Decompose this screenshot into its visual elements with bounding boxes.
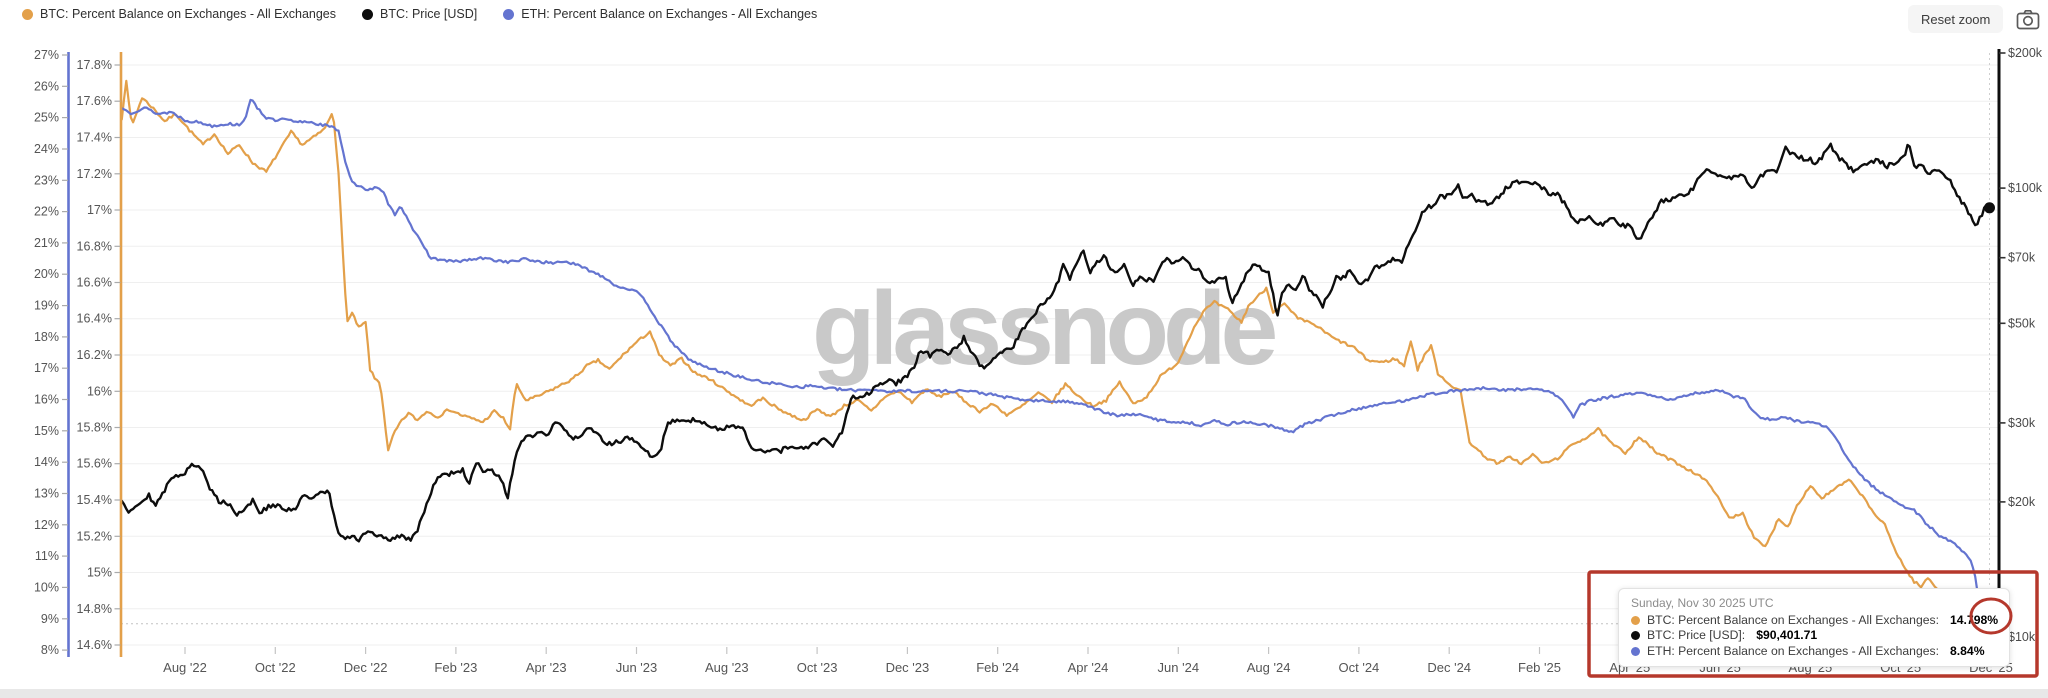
series-line-btc-balance <box>120 79 1991 620</box>
price-axis-tick-label: $50k <box>2008 316 2036 330</box>
btc-balance-axis-tick-label: 16.2% <box>77 348 112 362</box>
eth-axis-tick-label: 14% <box>34 455 59 469</box>
bottom-scrollbar-strip <box>0 689 2048 698</box>
legend-dot-icon <box>362 8 373 20</box>
btc-balance-axis-tick-label: 16.4% <box>77 312 112 326</box>
tooltip-row-label: BTC: Price [USD]: <box>1647 628 1746 643</box>
legend-dot-icon <box>503 8 515 20</box>
tooltip-row-label: BTC: Percent Balance on Exchanges - All … <box>1647 613 1939 627</box>
price-axis-tick-label: $70k <box>2008 251 2036 265</box>
tooltip-series-dot-icon <box>1631 646 1640 656</box>
tooltip-series-dot-icon <box>1631 616 1640 626</box>
btc-balance-axis-tick-label: 15.6% <box>77 457 112 471</box>
legend-item-btc-price[interactable]: BTC: Price [USD] <box>362 7 477 21</box>
eth-axis-tick-label: 26% <box>34 79 59 93</box>
x-axis-tick-label: Aug '22 <box>163 660 207 675</box>
eth-axis-tick-label: 10% <box>34 580 59 594</box>
x-axis-tick-label: Feb '24 <box>976 660 1019 675</box>
x-axis-tick-label: Feb '23 <box>434 660 477 675</box>
x-axis-tick-label: Aug '23 <box>705 660 749 675</box>
legend-item-label: BTC: Percent Balance on Exchanges - All … <box>40 7 336 21</box>
legend-item-label: ETH: Percent Balance on Exchanges - All … <box>521 7 818 21</box>
x-axis-tick-label: Dec '24 <box>1427 660 1471 675</box>
legend-item-btc-balance[interactable]: BTC: Percent Balance on Exchanges - All … <box>22 7 336 21</box>
tooltip-date: Sunday, Nov 30 2025 UTC <box>1631 596 1774 610</box>
eth-axis-tick-label: 8% <box>41 643 59 657</box>
series-line-btc-price <box>120 142 1991 543</box>
legend-item-eth-balance[interactable]: ETH: Percent Balance on Exchanges - All … <box>503 7 817 21</box>
btc-balance-axis-tick-label: 16.6% <box>77 276 112 290</box>
price-axis-tick-label: $200k <box>2008 46 2043 60</box>
legend-dot-icon <box>22 8 33 20</box>
eth-axis-tick-label: 15% <box>34 424 59 438</box>
btc-balance-axis-tick-label: 17.2% <box>77 167 112 181</box>
eth-axis-tick-label: 20% <box>34 267 59 281</box>
series-line-eth-balance <box>120 98 1991 625</box>
hover-tooltip: Sunday, Nov 30 2025 UTC BTC: Percent Bal… <box>1618 588 2011 667</box>
eth-axis-tick-label: 21% <box>34 236 59 250</box>
x-axis-tick-label: Oct '22 <box>255 660 296 675</box>
btc-balance-axis-tick-label: 16% <box>87 384 112 398</box>
btc-balance-axis-tick-label: 15% <box>87 566 112 580</box>
tooltip-row-value: $90,401.71 <box>1756 628 1818 643</box>
eth-axis-tick-label: 25% <box>34 111 59 125</box>
eth-axis-tick-label: 11% <box>35 549 59 563</box>
price-axis-tick-label: $100k <box>2008 181 2043 195</box>
price-axis-tick-label: $20k <box>2008 495 2036 509</box>
gridlines <box>121 64 1999 646</box>
btc-balance-axis-tick-label: 17.6% <box>77 94 112 108</box>
btc-balance-axis-tick-label: 14.6% <box>77 638 112 652</box>
legend-item-label: BTC: Price [USD] <box>380 7 478 21</box>
chart-legend: BTC: Percent Balance on Exchanges - All … <box>22 7 817 21</box>
eth-axis-tick-label: 22% <box>34 205 59 219</box>
x-axis-tick-label: Jun '23 <box>616 660 658 675</box>
eth-axis-tick-label: 23% <box>34 173 59 187</box>
tooltip-row-value: 8.84% <box>1949 643 1985 658</box>
btc-balance-axis-tick-label: 17.4% <box>77 131 112 145</box>
x-axis-tick-label: Aug '24 <box>1247 660 1291 675</box>
eth-axis-tick-label: 16% <box>34 393 59 407</box>
eth-axis-tick-label: 18% <box>34 330 59 344</box>
tooltip-row-eth-balance: ETH: Percent Balance on Exchanges - All … <box>1631 644 1998 659</box>
btc-balance-axis-tick-label: 15.2% <box>77 529 112 543</box>
eth-axis-tick-label: 13% <box>34 487 59 501</box>
eth-axis-tick-label: 9% <box>41 612 59 626</box>
eth-axis-tick-label: 19% <box>34 299 59 313</box>
reset-zoom-button[interactable]: Reset zoom <box>1908 5 2004 33</box>
tooltip-row-btc-price: BTC: Price [USD]: $90,401.71 <box>1631 628 1998 643</box>
axis-labels: 27% 26% 25% 24% 23% 22% 21% 20% 19% 18% 17% 16% 15% 1… <box>34 46 2043 675</box>
btc-balance-axis-tick-label: 15.8% <box>77 421 112 435</box>
price-axis-tick-label: $10k <box>2008 630 2036 644</box>
eth-axis-tick-label: 27% <box>34 48 59 62</box>
series-lines <box>120 79 1991 625</box>
hover-marker-btc-price <box>1984 202 1995 214</box>
axes <box>67 49 2001 657</box>
eth-axis-tick-label: 24% <box>34 142 59 156</box>
x-axis-tick-label: Apr '23 <box>526 660 567 675</box>
x-axis-tick-label: Dec '23 <box>886 660 930 675</box>
glassnode-watermark: glassnode <box>812 271 1276 387</box>
x-axis-tick-label: Oct '24 <box>1339 660 1380 675</box>
btc-balance-axis-tick-label: 16.8% <box>77 239 112 253</box>
btc-balance-axis-tick-label: 17.8% <box>77 58 112 72</box>
x-axis-tick-label: Feb '25 <box>1518 660 1561 675</box>
tooltip-row-label: ETH: Percent Balance on Exchanges - All … <box>1647 643 1939 658</box>
x-axis-tick-label: Oct '23 <box>797 660 838 675</box>
camera-export-icon[interactable] <box>2016 9 2040 30</box>
btc-balance-axis-tick-label: 15.4% <box>77 493 112 507</box>
x-axis-tick-label: Dec '22 <box>344 660 388 675</box>
btc-balance-axis-tick-label: 14.8% <box>77 602 112 616</box>
btc-balance-axis-tick-label: 17% <box>87 203 112 217</box>
eth-axis-tick-label: 17% <box>34 361 59 375</box>
price-axis-tick-label: $30k <box>2008 416 2036 430</box>
tooltip-row-value: 14.798% <box>1949 613 1999 627</box>
eth-axis-tick-label: 12% <box>34 518 59 532</box>
tooltip-series-dot-icon <box>1631 631 1640 641</box>
x-axis-tick-label: Jun '24 <box>1158 660 1200 675</box>
x-axis-tick-label: Apr '24 <box>1068 660 1109 675</box>
tooltip-row-btc-balance: BTC: Percent Balance on Exchanges - All … <box>1631 613 1998 628</box>
